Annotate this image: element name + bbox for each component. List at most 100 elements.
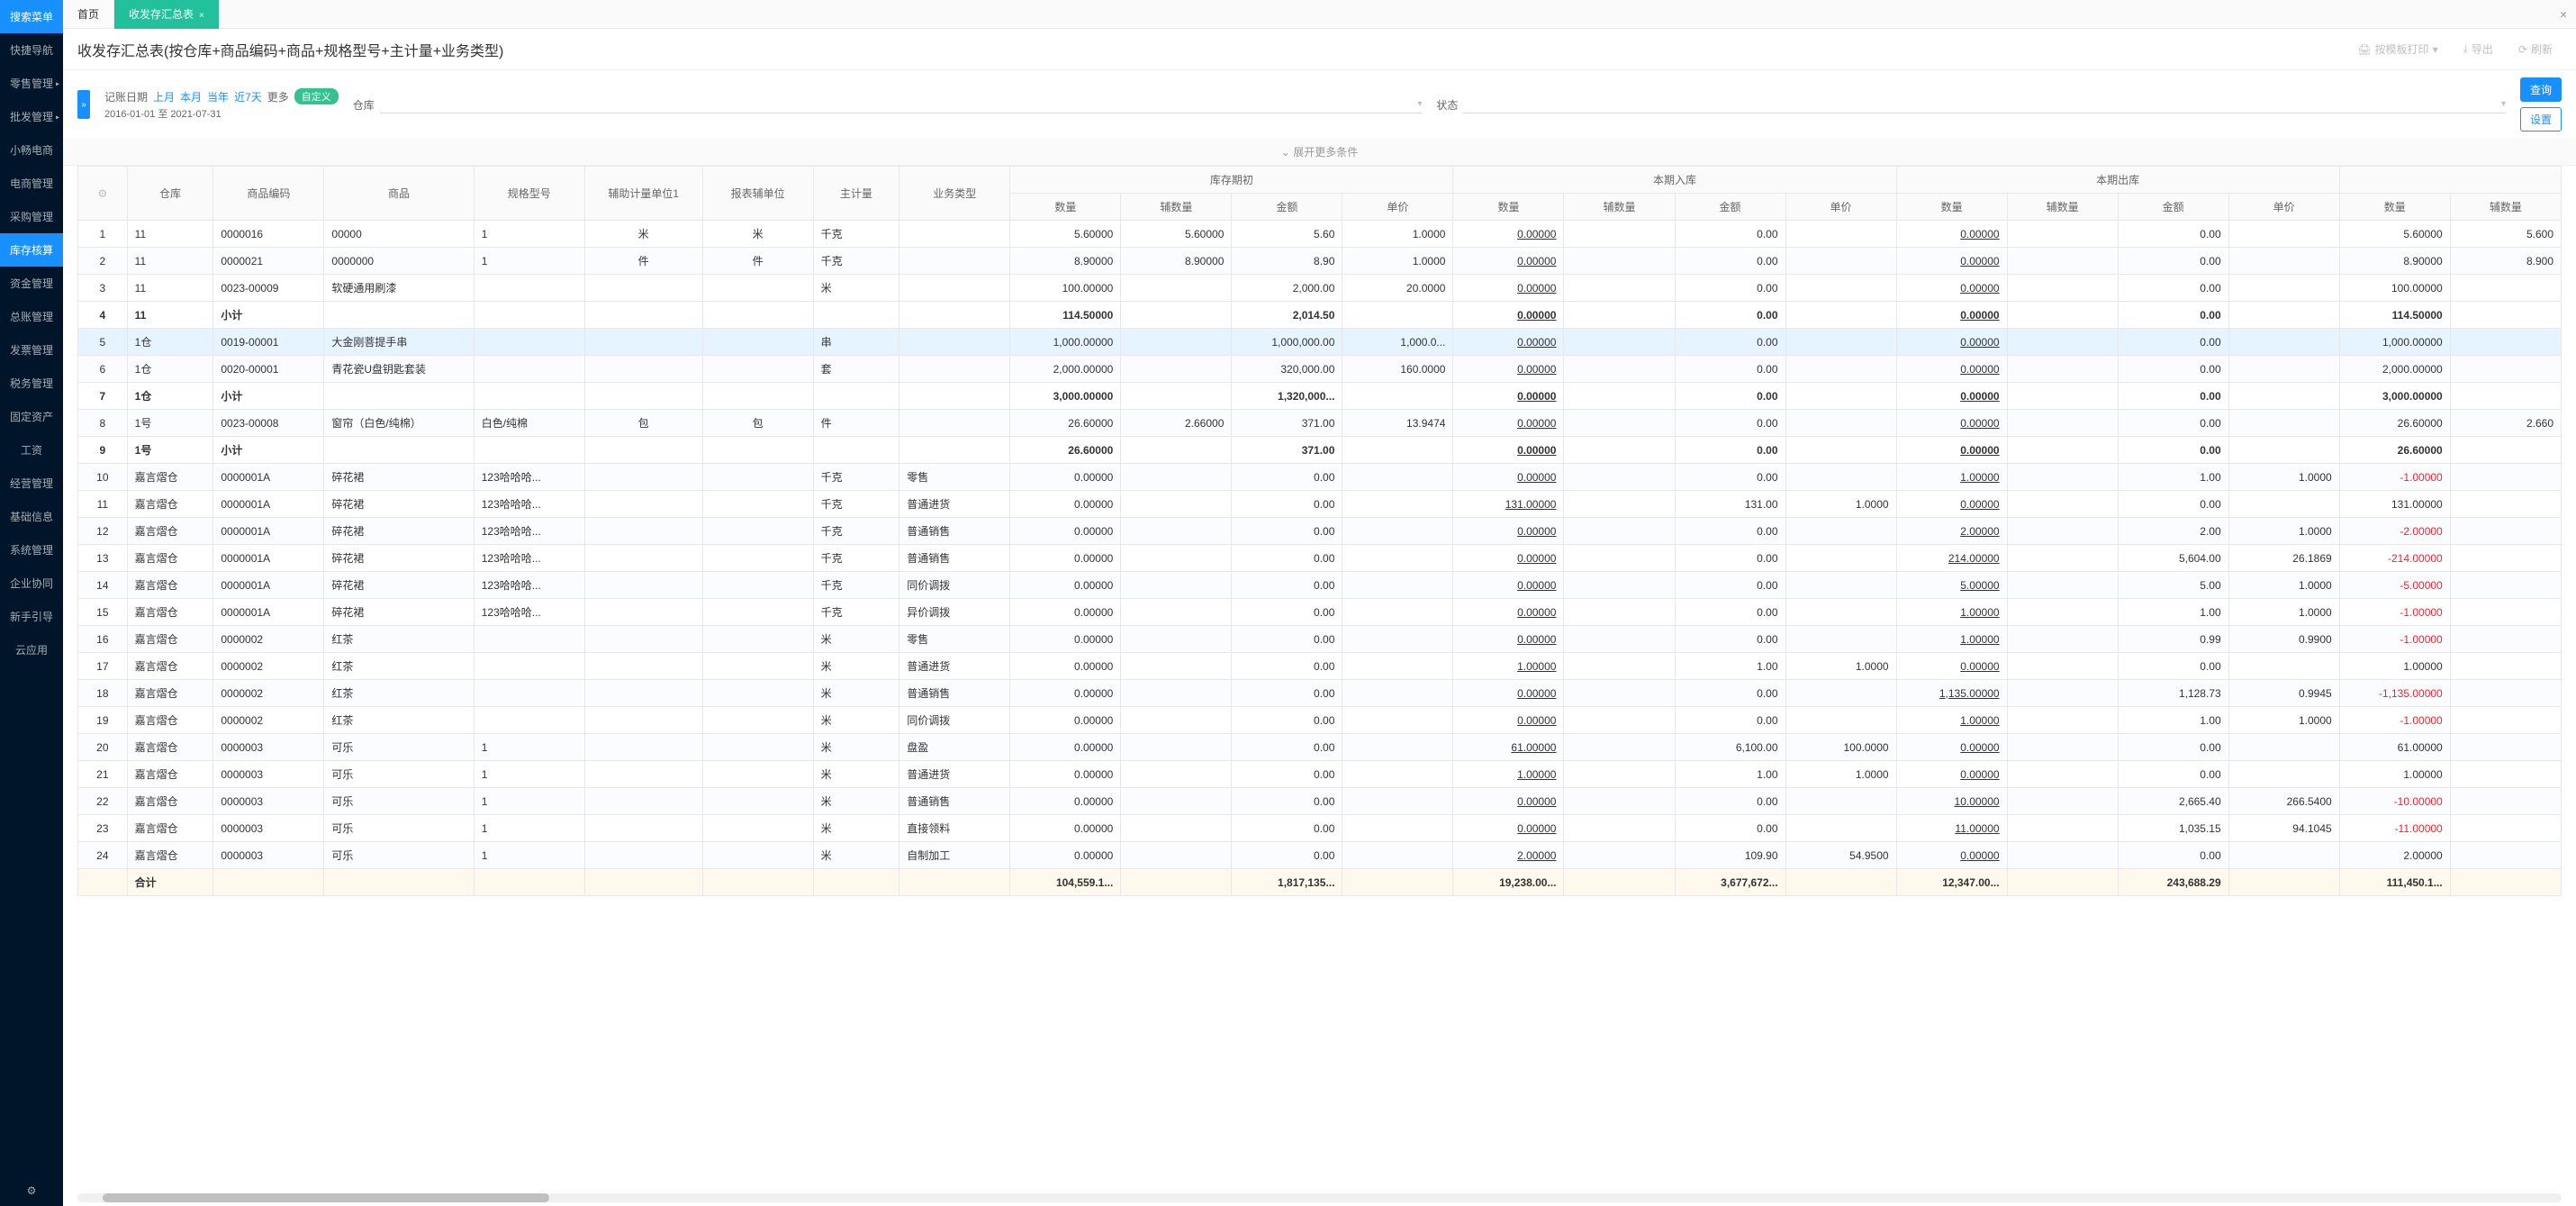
quick-this-year[interactable]: 当年 xyxy=(207,89,229,104)
chevron-down-icon: ▾ xyxy=(2433,43,2438,56)
quick-last-month[interactable]: 上月 xyxy=(153,89,175,104)
status-select[interactable]: ▾ xyxy=(1463,95,2506,113)
warehouse-select[interactable]: ▾ xyxy=(380,95,1423,113)
sidebar-item-15[interactable]: 基础信息 xyxy=(0,500,63,533)
table-cell: -1,135.00000 xyxy=(2339,680,2450,707)
sidebar-item-4[interactable]: 小畅电商 xyxy=(0,133,63,167)
table-row[interactable]: 17嘉言熠仓0000002红茶米普通进货0.000000.001.000001.… xyxy=(78,653,2562,680)
table-row[interactable]: 211000002100000001件件千克8.900008.900008.90… xyxy=(78,248,2562,275)
table-row[interactable]: 23嘉言熠仓0000003可乐1米直接领料0.000000.000.000000… xyxy=(78,815,2562,842)
table-cell: 00000 xyxy=(324,221,474,248)
table-row[interactable]: 13嘉言熠仓0000001A碎花裙123哈哈哈...千克普通销售0.000000… xyxy=(78,545,2562,572)
close-all-tabs-icon[interactable]: × xyxy=(2551,7,2576,22)
table-cell: 1 xyxy=(474,248,584,275)
table-row[interactable]: 16嘉言熠仓0000002红茶米零售0.000000.000.000000.00… xyxy=(78,626,2562,653)
table-cell xyxy=(324,437,474,464)
table-cell: 0.00000 xyxy=(1453,410,1564,437)
table-container[interactable]: ⚙ 仓库 商品编码 商品 规格型号 辅助计量单位1 报表辅单位 主计量 业务类型… xyxy=(63,166,2576,1190)
quick-more[interactable]: 更多 xyxy=(267,89,289,104)
table-cell xyxy=(2228,248,2339,275)
table-cell xyxy=(584,842,702,869)
table-cell: 2,665.40 xyxy=(2118,788,2228,815)
sidebar-item-8[interactable]: 资金管理 xyxy=(0,267,63,300)
sidebar-item-2[interactable]: 零售管理▸ xyxy=(0,67,63,100)
sidebar-item-11[interactable]: 税务管理 xyxy=(0,367,63,400)
table-row[interactable]: 71仓小计3,000.000001,320,000...0.000000.000… xyxy=(78,383,2562,410)
table-cell: 0.00000 xyxy=(1896,410,2007,437)
sidebar-item-12[interactable]: 固定资产 xyxy=(0,400,63,433)
sidebar-item-3[interactable]: 批发管理▸ xyxy=(0,100,63,133)
sidebar-item-17[interactable]: 企业协同 xyxy=(0,567,63,600)
sidebar-settings-icon[interactable]: ⚙ xyxy=(0,1175,63,1206)
quick-this-month[interactable]: 本月 xyxy=(180,89,202,104)
sidebar-item-10[interactable]: 发票管理 xyxy=(0,333,63,367)
scrollbar-thumb[interactable] xyxy=(103,1193,550,1202)
table-cell xyxy=(2450,545,2561,572)
sidebar-item-6[interactable]: 采购管理 xyxy=(0,200,63,233)
table-cell: 11 xyxy=(127,248,213,275)
table-row[interactable]: 21嘉言熠仓0000003可乐1米普通进货0.000000.001.000001… xyxy=(78,761,2562,788)
table-cell: 大金刚菩提手串 xyxy=(324,329,474,356)
horizontal-scrollbar[interactable] xyxy=(77,1193,2562,1202)
sidebar-item-19[interactable]: 云应用 xyxy=(0,633,63,666)
close-icon[interactable]: × xyxy=(199,11,204,21)
table-row[interactable]: 51仓0019-00001大金刚菩提手串串1,000.000001,000,00… xyxy=(78,329,2562,356)
table-row[interactable]: 19嘉言熠仓0000002红茶米同价调拨0.000000.000.000000.… xyxy=(78,707,2562,734)
sidebar-item-16[interactable]: 系统管理 xyxy=(0,533,63,567)
collapse-filter-handle[interactable]: » xyxy=(77,90,90,119)
table-cell xyxy=(2450,815,2561,842)
tab-1[interactable]: 收发存汇总表× xyxy=(114,0,220,29)
table-cell xyxy=(1564,842,1675,869)
table-row[interactable]: 411小计114.500002,014.500.000000.000.00000… xyxy=(78,302,2562,329)
table-row[interactable]: 20嘉言熠仓0000003可乐1米盘盈0.000000.0061.000006,… xyxy=(78,734,2562,761)
table-row[interactable]: 1110000016000001米米千克5.600005.600005.601.… xyxy=(78,221,2562,248)
table-row[interactable]: 11嘉言熠仓0000001A碎花裙123哈哈哈...千克普通进货0.000000… xyxy=(78,491,2562,518)
table-cell xyxy=(702,707,813,734)
settings-button[interactable]: 设置 xyxy=(2520,107,2562,131)
sidebar-item-0[interactable]: 搜索菜单 xyxy=(0,0,63,33)
table-cell xyxy=(1785,329,1896,356)
date-range-value: 2016-01-01 至 2021-07-31 xyxy=(104,106,339,121)
table-row[interactable]: 14嘉言熠仓0000001A碎花裙123哈哈哈...千克同价调拨0.000000… xyxy=(78,572,2562,599)
table-row[interactable]: 3110023-00009软硬通用刷漆米100.000002,000.0020.… xyxy=(78,275,2562,302)
sidebar-item-1[interactable]: 快捷导航 xyxy=(0,33,63,67)
table-row[interactable]: 22嘉言熠仓0000003可乐1米普通销售0.000000.000.000000… xyxy=(78,788,2562,815)
sidebar-item-5[interactable]: 电商管理 xyxy=(0,167,63,200)
table-row[interactable]: 15嘉言熠仓0000001A碎花裙123哈哈哈...千克异价调拨0.000000… xyxy=(78,599,2562,626)
table-cell: 24 xyxy=(78,842,128,869)
sidebar-item-13[interactable]: 工资 xyxy=(0,433,63,467)
sidebar-item-7[interactable]: 库存核算 xyxy=(0,233,63,267)
table-row[interactable]: 61仓0020-00001青花瓷U盘钥匙套装套2,000.00000320,00… xyxy=(78,356,2562,383)
table-row[interactable]: 10嘉言熠仓0000001A碎花裙123哈哈哈...千克零售0.000000.0… xyxy=(78,464,2562,491)
expand-more-conditions[interactable]: ⌄ 展开更多条件 xyxy=(63,139,2576,166)
sidebar-item-18[interactable]: 新手引导 xyxy=(0,600,63,633)
quick-last-7-days[interactable]: 近7天 xyxy=(234,89,262,104)
table-cell xyxy=(899,869,1010,896)
table-header: ⚙ 仓库 商品编码 商品 规格型号 辅助计量单位1 报表辅单位 主计量 业务类型… xyxy=(78,167,2562,221)
query-button[interactable]: 查询 xyxy=(2520,77,2562,102)
export-button[interactable]: ⤓ 导出 xyxy=(2454,38,2502,60)
gear-icon[interactable]: ⚙ xyxy=(97,187,107,200)
table-row[interactable]: 18嘉言熠仓0000002红茶米普通销售0.000000.000.000000.… xyxy=(78,680,2562,707)
table-cell: 371.00 xyxy=(1232,437,1342,464)
table-cell: -11.00000 xyxy=(2339,815,2450,842)
sidebar-item-9[interactable]: 总账管理 xyxy=(0,300,63,333)
table-cell xyxy=(813,302,899,329)
table-cell xyxy=(2228,761,2339,788)
custom-date-badge[interactable]: 自定义 xyxy=(294,88,339,104)
print-template-button[interactable]: 🖨 按模板打印 ▾ xyxy=(2348,38,2446,60)
table-row[interactable]: 91号小计26.60000371.000.000000.000.000000.0… xyxy=(78,437,2562,464)
table-row[interactable]: 81号0023-00008窗帘（白色/纯棉）白色/纯棉包包件26.600002.… xyxy=(78,410,2562,437)
table-cell: -1.00000 xyxy=(2339,626,2450,653)
tab-0[interactable]: 首页 xyxy=(63,0,114,29)
refresh-button[interactable]: ⟳ 刷新 xyxy=(2509,38,2562,60)
tab-bar: 首页收发存汇总表×× xyxy=(63,0,2576,29)
sidebar-item-14[interactable]: 经营管理 xyxy=(0,467,63,500)
table-cell xyxy=(1564,518,1675,545)
table-cell: 嘉言熠仓 xyxy=(127,761,213,788)
table-row[interactable]: 24嘉言熠仓0000003可乐1米自制加工0.000000.002.000001… xyxy=(78,842,2562,869)
table-cell: 米 xyxy=(813,842,899,869)
table-cell xyxy=(2228,221,2339,248)
table-row[interactable]: 12嘉言熠仓0000001A碎花裙123哈哈哈...千克普通销售0.000000… xyxy=(78,518,2562,545)
table-cell: 嘉言熠仓 xyxy=(127,680,213,707)
